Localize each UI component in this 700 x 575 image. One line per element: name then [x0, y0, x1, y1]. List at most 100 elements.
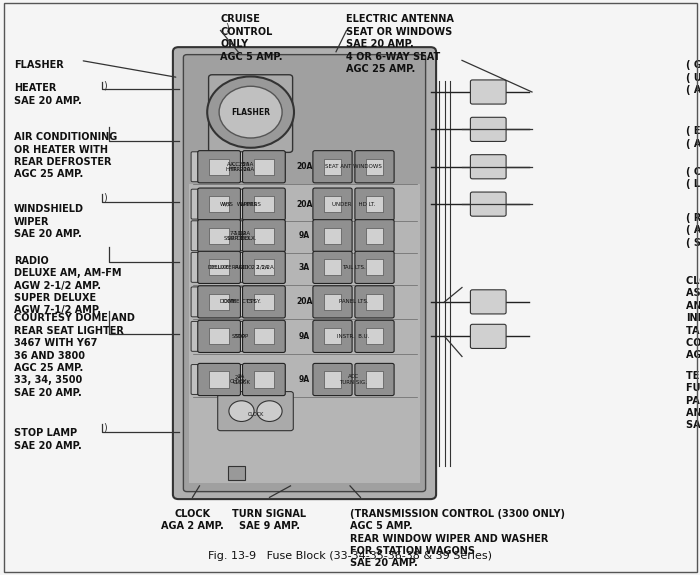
Text: CLOCK: CLOCK	[247, 412, 264, 416]
FancyBboxPatch shape	[228, 466, 245, 480]
Text: TAIL LTS.: TAIL LTS.	[342, 265, 365, 270]
Text: ): )	[104, 80, 107, 90]
FancyBboxPatch shape	[197, 188, 240, 220]
FancyBboxPatch shape	[197, 320, 240, 352]
Circle shape	[219, 86, 282, 138]
FancyBboxPatch shape	[242, 251, 286, 283]
FancyBboxPatch shape	[197, 251, 240, 283]
FancyBboxPatch shape	[355, 251, 394, 283]
FancyBboxPatch shape	[197, 363, 240, 396]
Bar	[209, 259, 229, 275]
Text: 20A: 20A	[296, 297, 313, 306]
FancyBboxPatch shape	[242, 320, 286, 352]
Text: HEATER
SAE 20 AMP.: HEATER SAE 20 AMP.	[14, 83, 82, 106]
FancyBboxPatch shape	[470, 80, 506, 104]
Text: A.C. 25A
HTR. 20A: A.C. 25A HTR. 20A	[226, 162, 250, 172]
Bar	[323, 294, 342, 310]
Text: ): )	[225, 22, 229, 33]
Text: AIR CONDITIONING
OR HEATER WITH
REAR DEFROSTER
AGC 25 AMP.: AIR CONDITIONING OR HEATER WITH REAR DEF…	[14, 132, 118, 179]
Text: 9A: 9A	[299, 332, 310, 341]
Text: INSTR.  B.U.: INSTR. B.U.	[337, 334, 370, 339]
Text: ( CORNERING
( LAMP: ( CORNERING ( LAMP	[686, 167, 700, 189]
FancyBboxPatch shape	[242, 363, 286, 396]
FancyBboxPatch shape	[242, 220, 286, 252]
FancyBboxPatch shape	[313, 320, 352, 352]
Bar	[366, 159, 384, 175]
Text: ): )	[104, 193, 107, 203]
Text: ACC
TURN SIG.: ACC TURN SIG.	[340, 374, 368, 385]
Text: 2A
CLOCK: 2A CLOCK	[232, 374, 251, 385]
FancyBboxPatch shape	[470, 117, 506, 141]
Bar	[323, 259, 342, 275]
FancyBboxPatch shape	[470, 155, 506, 179]
Text: SEAT ANT WINDOWS: SEAT ANT WINDOWS	[325, 164, 382, 169]
FancyBboxPatch shape	[197, 220, 240, 252]
Bar	[254, 259, 274, 275]
Bar	[254, 196, 274, 212]
FancyBboxPatch shape	[191, 287, 285, 317]
Circle shape	[229, 401, 254, 421]
Text: WINDSHIELD
WIPER
SAE 20 AMP.: WINDSHIELD WIPER SAE 20 AMP.	[14, 204, 84, 239]
Text: DELUXE  RADIO  2 1/2A: DELUXE RADIO 2 1/2A	[208, 265, 268, 270]
Text: CLOCK, CLUSTER,
ASH TRAY, HEAT
AND VENT, H.M.
INDICATOR
TACH AND CRUISE
CONTROL : CLOCK, CLUSTER, ASH TRAY, HEAT AND VENT,…	[686, 276, 700, 361]
Text: A.C. 25A
HTR. 20A: A.C. 25A HTR. 20A	[229, 162, 254, 172]
Bar	[209, 294, 229, 310]
Bar	[323, 328, 342, 344]
Text: 9A: 9A	[299, 375, 310, 384]
FancyBboxPatch shape	[189, 184, 420, 483]
Bar	[323, 228, 342, 244]
Text: W/S    WIPERS: W/S WIPERS	[222, 202, 261, 206]
FancyBboxPatch shape	[191, 221, 285, 251]
Bar	[254, 159, 274, 175]
Text: TEMP., OIL, GEN.,
FUEL GAUGE,
PARKING BRAKE
AND BACK-UP LAMPS
SAE 9 AMP.: TEMP., OIL, GEN., FUEL GAUGE, PARKING BR…	[686, 371, 700, 431]
FancyBboxPatch shape	[355, 220, 394, 252]
FancyBboxPatch shape	[197, 286, 240, 318]
Text: STOP LAMP
SAE 20 AMP.: STOP LAMP SAE 20 AMP.	[14, 428, 82, 451]
FancyBboxPatch shape	[470, 324, 506, 348]
FancyBboxPatch shape	[313, 286, 352, 318]
Bar	[366, 328, 384, 344]
Text: W/S    WIPERS: W/S WIPERS	[220, 202, 256, 206]
Text: DOME    CTSY.: DOME CTSY.	[223, 300, 260, 304]
Text: 3A: 3A	[299, 263, 310, 272]
Text: STOP: STOP	[231, 334, 245, 339]
FancyBboxPatch shape	[313, 220, 352, 252]
Bar	[209, 159, 229, 175]
Text: TURN SIGNAL
SAE 9 AMP.: TURN SIGNAL SAE 9 AMP.	[232, 509, 307, 531]
Bar	[366, 228, 384, 244]
Bar	[366, 196, 384, 212]
Text: RADIO
DELUXE AM, AM-FM
AGW 2-1/2 AMP.
SUPER DELUXE
AGW 7-1/2 AMP.: RADIO DELUXE AM, AM-FM AGW 2-1/2 AMP. SU…	[14, 256, 122, 316]
FancyBboxPatch shape	[313, 188, 352, 220]
Text: ( REAR LICENSE
( AND TRUNK LAMP
( SAE 9 AMP.: ( REAR LICENSE ( AND TRUNK LAMP ( SAE 9 …	[686, 213, 700, 248]
FancyBboxPatch shape	[242, 188, 286, 220]
FancyBboxPatch shape	[470, 192, 506, 216]
FancyBboxPatch shape	[197, 151, 240, 183]
Text: DOME    CTSY.: DOME CTSY.	[220, 300, 256, 304]
Circle shape	[207, 76, 294, 148]
Bar	[254, 371, 274, 388]
Text: STOP: STOP	[234, 334, 248, 339]
FancyBboxPatch shape	[355, 363, 394, 396]
Circle shape	[257, 401, 282, 421]
Text: UNDER    HD LT.: UNDER HD LT.	[332, 202, 375, 206]
FancyBboxPatch shape	[173, 47, 436, 499]
Text: Fig. 13-9   Fuse Block (33-34-35-36-38 & 39 Series): Fig. 13-9 Fuse Block (33-34-35-36-38 & 3…	[208, 551, 492, 561]
Text: 20A: 20A	[296, 162, 313, 171]
Bar	[209, 328, 229, 344]
Bar	[323, 371, 342, 388]
FancyBboxPatch shape	[191, 189, 285, 219]
Bar	[254, 294, 274, 310]
Bar	[254, 228, 274, 244]
FancyBboxPatch shape	[191, 152, 285, 182]
Text: FLASHER: FLASHER	[14, 60, 64, 70]
Bar	[209, 228, 229, 244]
Bar	[366, 294, 384, 310]
FancyBboxPatch shape	[313, 151, 352, 183]
Text: PANEL LTS.: PANEL LTS.	[339, 300, 368, 304]
FancyBboxPatch shape	[355, 151, 394, 183]
Text: ( ELECTRIC
( ANTENNA: ( ELECTRIC ( ANTENNA	[686, 126, 700, 149]
FancyBboxPatch shape	[191, 252, 285, 282]
Bar	[209, 371, 229, 388]
Text: 7-1/2A
SUP. DELX.: 7-1/2A SUP. DELX.	[224, 231, 252, 241]
Bar	[323, 159, 342, 175]
